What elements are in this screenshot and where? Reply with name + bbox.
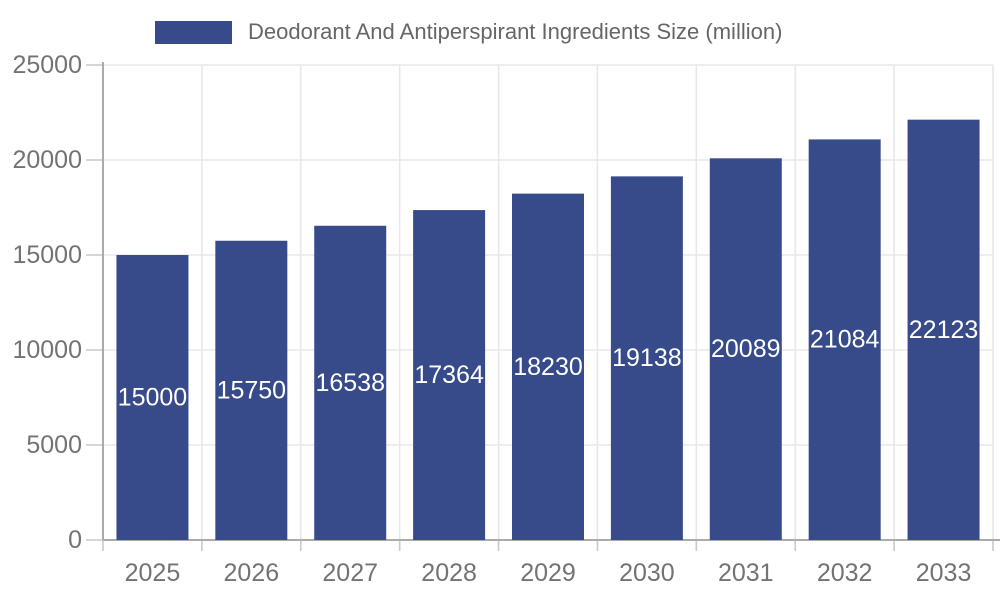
- bar-2030: [610, 176, 683, 541]
- y-tick-label: 25000: [12, 51, 82, 79]
- x-tick-label: 2033: [916, 559, 972, 587]
- bar-value-label: 18230: [513, 353, 583, 381]
- x-tick-label: 2030: [619, 559, 675, 587]
- legend-series-label: Deodorant And Antiperspirant Ingredients…: [248, 19, 783, 44]
- bar-2033: [907, 119, 980, 541]
- x-tick-label: 2028: [421, 559, 477, 587]
- bar-value-label: 21084: [810, 326, 880, 354]
- bar-value-label: 22123: [909, 316, 979, 344]
- bar-2031: [709, 158, 782, 540]
- x-tick-label: 2029: [520, 559, 576, 587]
- bar-2029: [512, 193, 584, 540]
- x-tick-label: 2025: [125, 559, 181, 587]
- y-tick-label: 5000: [26, 431, 82, 459]
- y-tick-label: 10000: [12, 336, 82, 364]
- legend-swatch: [155, 20, 232, 44]
- x-tick-label: 2031: [718, 559, 774, 587]
- bar-2026: [215, 240, 288, 540]
- chart-legend: Deodorant And Antiperspirant Ingredients…: [155, 19, 782, 45]
- bar-value-label: 15000: [118, 384, 188, 412]
- bar-value-label: 16538: [315, 369, 385, 397]
- bar-value-label: 20089: [711, 335, 781, 363]
- x-tick-label: 2026: [224, 559, 280, 587]
- bar-2027: [314, 225, 387, 540]
- y-tick-label: 0: [68, 526, 82, 554]
- bar-value-label: 19138: [612, 344, 682, 372]
- bar-value-label: 17364: [414, 361, 484, 389]
- bar-2028: [413, 210, 486, 541]
- x-tick-label: 2032: [817, 559, 873, 587]
- y-tick-label: 20000: [12, 146, 82, 174]
- bar-2025: [116, 255, 189, 540]
- x-tick-label: 2027: [322, 559, 378, 587]
- y-tick-label: 15000: [12, 241, 82, 269]
- bar-2032: [808, 139, 881, 541]
- bar-value-label: 15750: [217, 376, 287, 404]
